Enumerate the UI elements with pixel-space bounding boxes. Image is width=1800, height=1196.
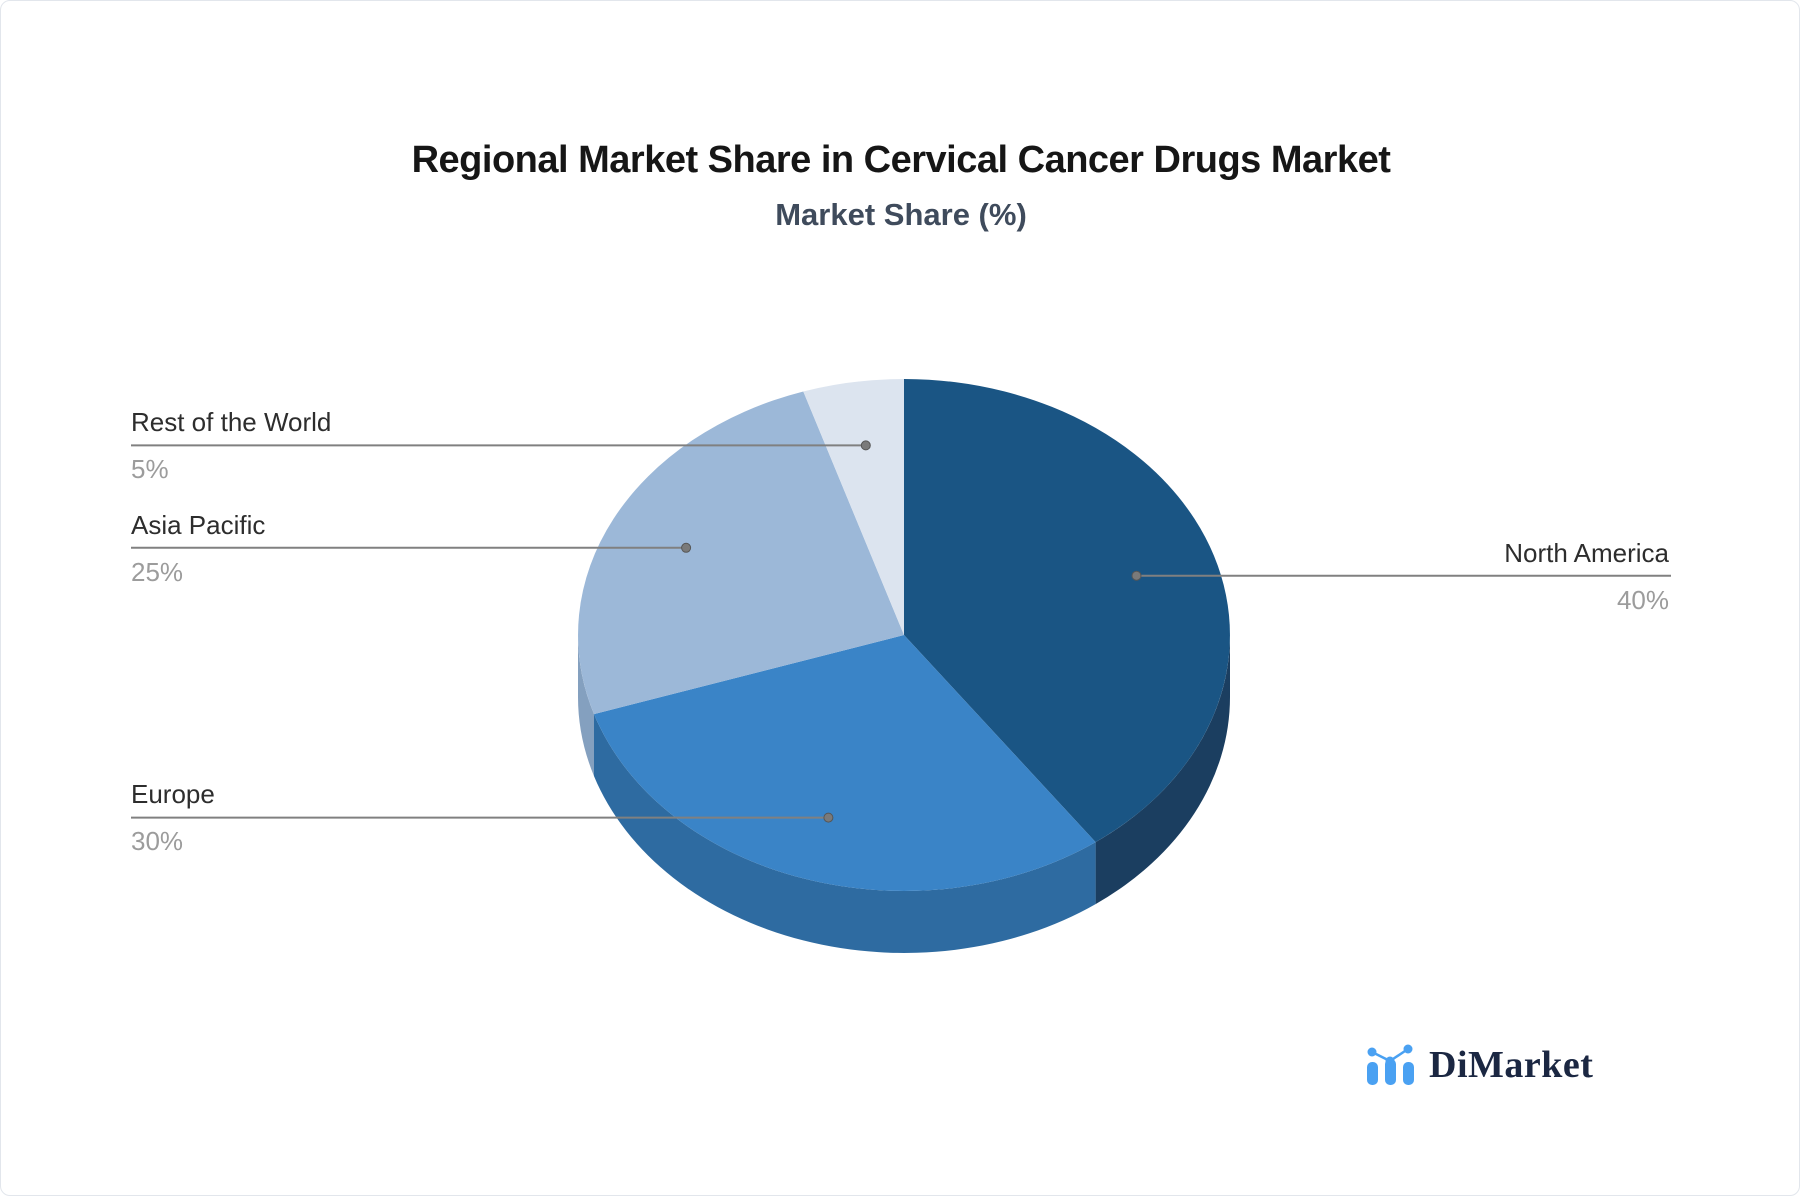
pie-side-asia-pacific [578, 635, 594, 777]
pie-side-north-america [1095, 635, 1230, 905]
callout-dot-europe [823, 812, 834, 823]
callout-dot-rest-of-the-world [860, 440, 871, 451]
callout-dot-north-america [1131, 570, 1142, 581]
callout-label-europe: Europe [131, 779, 215, 809]
pie-slice-asia-pacific [578, 391, 904, 715]
dimarket-wordmark: DiMarket [1429, 1044, 1594, 1086]
callout-pct-north-america: 40% [1616, 585, 1669, 615]
dimarket-logo: DiMarket [1367, 1043, 1593, 1087]
bar-chart-logo-icon [1367, 1044, 1414, 1085]
callout-label-asia-pacific: Asia Pacific [131, 510, 266, 540]
pie-side-europe [594, 714, 1096, 953]
chart-title: Regional Market Share in Cervical Cancer… [411, 139, 1391, 181]
callout-label-rest-of-the-world: Rest of the World [131, 407, 332, 437]
pie-slice-rest-of-the-world [803, 379, 904, 635]
callout-pct-rest-of-the-world: 5% [131, 454, 169, 484]
callout-pct-asia-pacific: 25% [131, 557, 184, 587]
pie-slice-europe [594, 635, 1096, 891]
callout-label-north-america: North America [1504, 538, 1669, 568]
callout-dot-asia-pacific [681, 542, 692, 553]
pie-slice-north-america [904, 379, 1230, 843]
chart-subtitle: Market Share (%) [775, 197, 1027, 232]
callout-pct-europe: 30% [131, 826, 184, 856]
